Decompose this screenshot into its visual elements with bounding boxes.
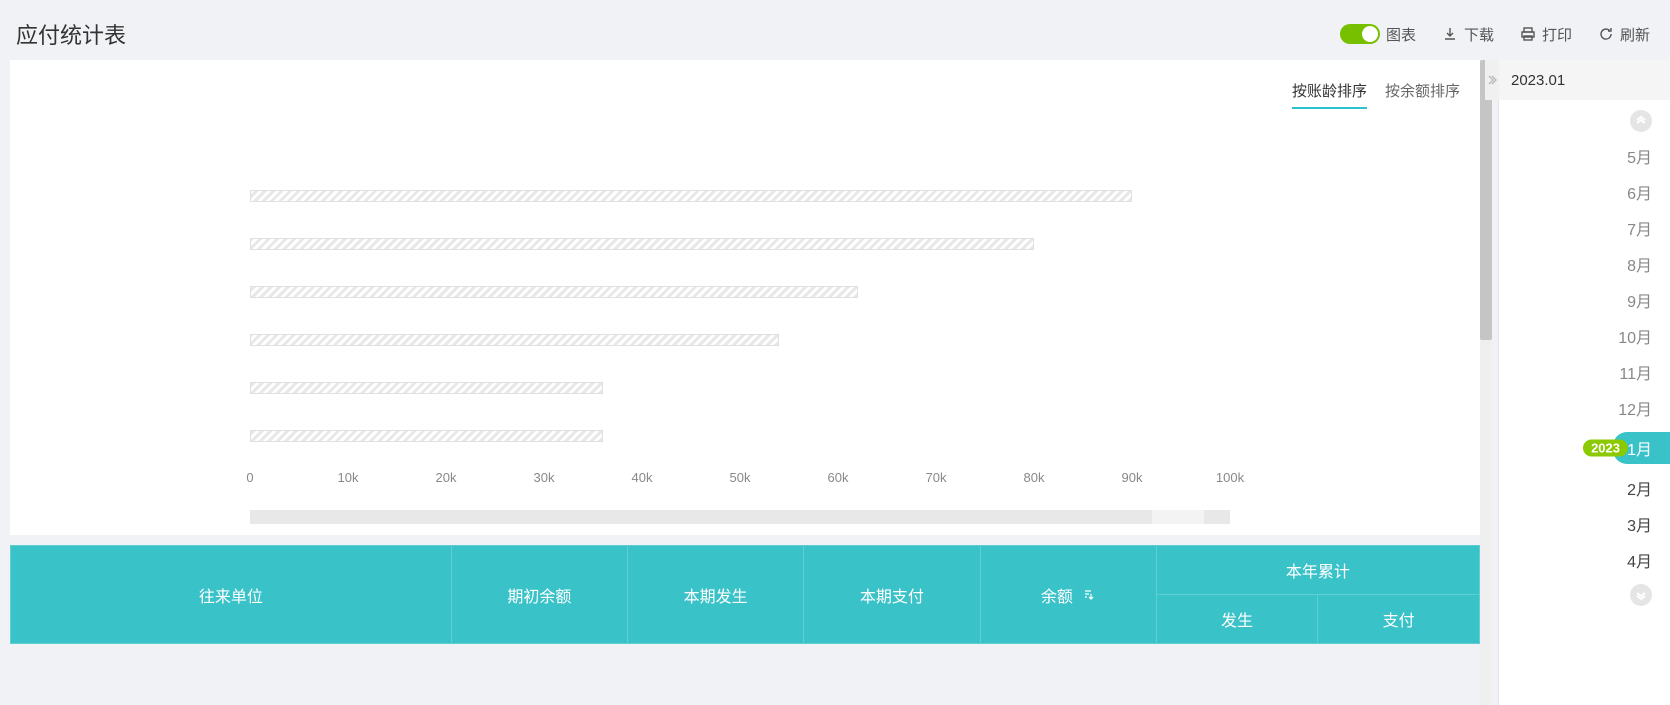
month-item[interactable]: 6月	[1627, 180, 1670, 204]
sort-by-balance-tab[interactable]: 按余额排序	[1385, 80, 1460, 109]
col-balance-label: 余额	[1041, 589, 1073, 606]
month-item[interactable]: 3月	[1627, 512, 1670, 536]
chart-scroll-end[interactable]	[1204, 510, 1230, 524]
main-content: 按账龄排序 按余额排序 010k20k30k40k50k60k70k80k90k…	[10, 60, 1480, 705]
refresh-button[interactable]: 刷新	[1598, 24, 1650, 45]
col-opening[interactable]: 期初余额	[451, 546, 627, 644]
vertical-scroll-thumb[interactable]	[1480, 60, 1492, 340]
col-ytd-occur[interactable]: 发生	[1156, 595, 1318, 644]
download-icon	[1442, 26, 1458, 42]
print-button[interactable]: 打印	[1520, 24, 1572, 45]
toolbar: 图表 下载 打印 刷新	[1340, 24, 1650, 45]
period-current-label: 2023.01	[1511, 72, 1565, 89]
col-occur[interactable]: 本期发生	[627, 546, 803, 644]
month-item[interactable]: 7月	[1627, 216, 1670, 240]
page-title: 应付统计表	[16, 18, 126, 50]
month-item[interactable]: 8月	[1627, 252, 1670, 276]
sort-desc-icon	[1081, 588, 1095, 602]
page-header: 应付统计表 图表 下载 打印 刷新	[0, 0, 1670, 64]
month-list: 5月 6月 7月 8月 9月 10月 11月 12月 2023 1月 2月 3月 4月	[1499, 100, 1670, 705]
month-active-label: 1月	[1627, 442, 1652, 459]
month-scroll-up-icon[interactable]	[1630, 110, 1652, 132]
chart-panel: 按账龄排序 按余额排序 010k20k30k40k50k60k70k80k90k…	[10, 60, 1480, 535]
month-item-active[interactable]: 2023 1月	[1613, 432, 1670, 464]
chart-bar[interactable]	[250, 382, 603, 394]
col-balance[interactable]: 余额	[980, 546, 1156, 644]
print-icon	[1520, 26, 1536, 42]
month-item[interactable]: 10月	[1618, 324, 1670, 348]
download-button[interactable]: 下载	[1442, 24, 1494, 45]
chart-bar[interactable]	[250, 334, 779, 346]
vertical-scrollbar[interactable]	[1480, 60, 1492, 705]
chart-toggle-label: 图表	[1386, 24, 1416, 45]
col-unit[interactable]: 往来单位	[11, 546, 452, 644]
month-item[interactable]: 9月	[1627, 288, 1670, 312]
chart-scroll-thumb[interactable]	[250, 510, 1152, 524]
refresh-label: 刷新	[1620, 24, 1650, 45]
sidebar-collapse-icon[interactable]	[1485, 60, 1499, 100]
download-label: 下载	[1464, 24, 1494, 45]
chart-bar[interactable]	[250, 430, 603, 442]
chart-toggle-group: 图表	[1340, 24, 1416, 45]
month-item[interactable]: 11月	[1619, 360, 1670, 384]
month-item[interactable]: 12月	[1618, 396, 1670, 420]
sort-tabs: 按账龄排序 按余额排序	[1292, 80, 1460, 109]
period-current[interactable]: 2023.01	[1499, 60, 1670, 100]
month-item[interactable]: 4月	[1627, 548, 1670, 572]
chart-bar[interactable]	[250, 238, 1034, 250]
sort-by-age-tab[interactable]: 按账龄排序	[1292, 80, 1367, 109]
month-scroll-down-icon[interactable]	[1630, 584, 1652, 606]
print-label: 打印	[1542, 24, 1572, 45]
month-item[interactable]: 2月	[1627, 476, 1670, 500]
chart-horizontal-scroll[interactable]	[250, 510, 1230, 524]
data-table-header: 往来单位 期初余额 本期发生 本期支付 余额 本年累计 发生 支付	[10, 545, 1480, 644]
col-ytd: 本年累计	[1156, 546, 1479, 595]
refresh-icon	[1598, 26, 1614, 42]
chart-area	[250, 190, 1230, 460]
chart-x-axis: 010k20k30k40k50k60k70k80k90k100k	[250, 470, 1230, 490]
chart-toggle[interactable]	[1340, 24, 1380, 44]
col-ytd-paid[interactable]: 支付	[1318, 595, 1480, 644]
year-badge: 2023	[1583, 440, 1628, 457]
col-paid[interactable]: 本期支付	[804, 546, 980, 644]
chart-bar[interactable]	[250, 286, 858, 298]
chart-bar[interactable]	[250, 190, 1132, 202]
month-item[interactable]: 5月	[1627, 144, 1670, 168]
period-sidebar: 2023.01 5月 6月 7月 8月 9月 10月 11月 12月 2023 1月 2月 3月…	[1498, 60, 1670, 705]
